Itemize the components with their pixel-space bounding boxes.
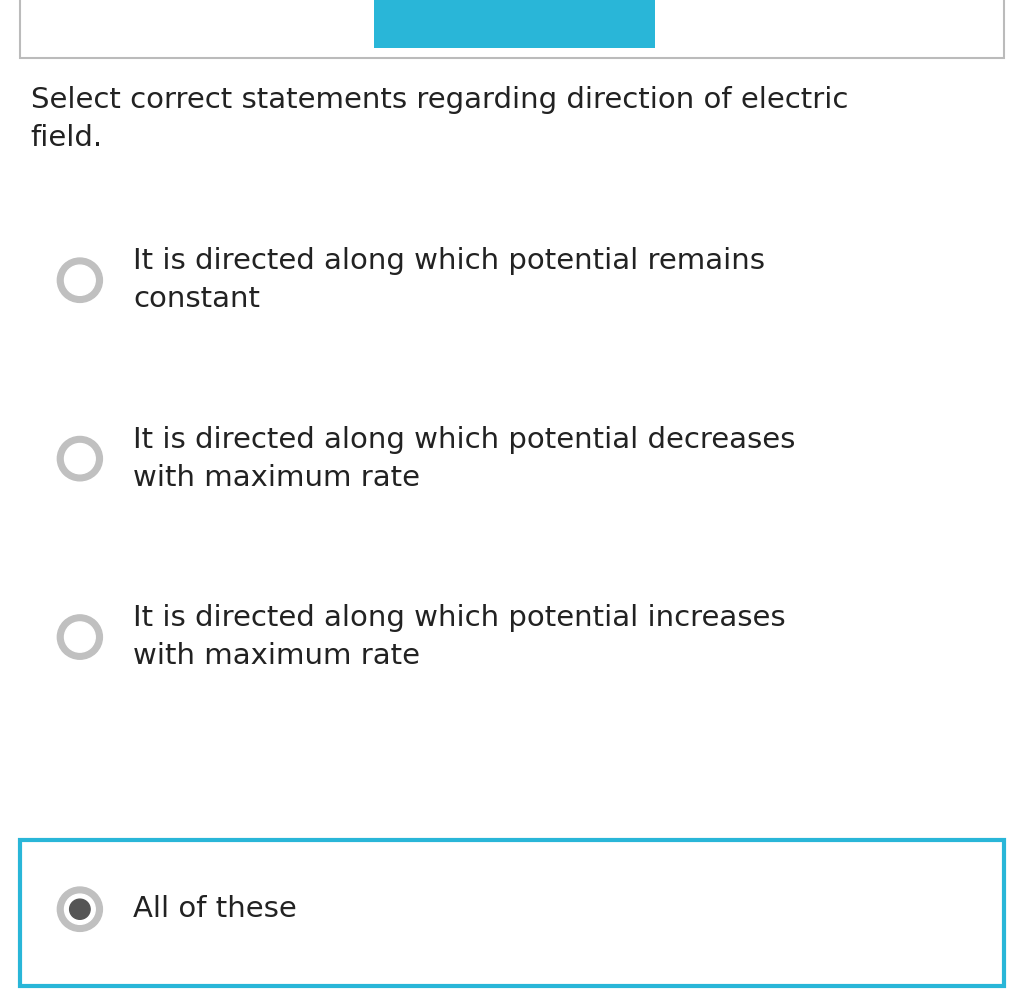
FancyBboxPatch shape (20, 0, 1004, 58)
Circle shape (65, 444, 95, 474)
Text: It is directed along which potential remains
constant: It is directed along which potential rem… (133, 247, 765, 313)
Circle shape (70, 899, 90, 919)
Circle shape (65, 894, 95, 924)
FancyBboxPatch shape (374, 0, 655, 48)
Text: All of these: All of these (133, 895, 297, 923)
Circle shape (65, 622, 95, 652)
Text: Select correct statements regarding direction of electric
field.: Select correct statements regarding dire… (31, 86, 848, 151)
Text: It is directed along which potential increases
with maximum rate: It is directed along which potential inc… (133, 604, 785, 670)
Circle shape (57, 258, 102, 302)
FancyBboxPatch shape (20, 840, 1004, 986)
Text: It is directed along which potential decreases
with maximum rate: It is directed along which potential dec… (133, 425, 796, 492)
Circle shape (57, 887, 102, 931)
Circle shape (57, 436, 102, 481)
Circle shape (57, 615, 102, 659)
Circle shape (65, 265, 95, 295)
